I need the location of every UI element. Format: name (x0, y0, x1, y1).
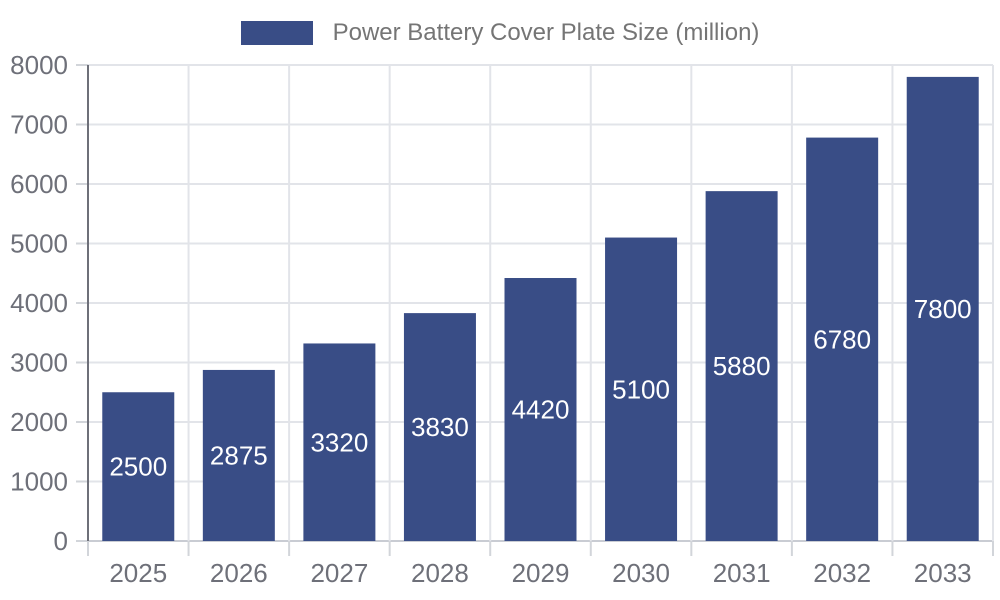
bar-value-label: 6780 (813, 324, 871, 354)
bar-value-label: 7800 (914, 294, 972, 324)
y-tick-label: 7000 (10, 110, 68, 140)
legend-label: Power Battery Cover Plate Size (million) (332, 19, 760, 46)
bar-value-label: 5880 (713, 351, 771, 381)
legend-swatch (240, 21, 313, 45)
bar-2033[interactable] (906, 76, 979, 542)
bar-value-label: 5100 (612, 374, 670, 404)
x-tick-label: 2025 (109, 558, 167, 588)
x-tick-label: 2032 (813, 558, 871, 588)
x-tick-label: 2028 (411, 558, 469, 588)
y-tick-label: 5000 (10, 229, 68, 259)
x-tick-label: 2030 (612, 558, 670, 588)
y-tick-label: 2000 (10, 407, 68, 437)
bar-value-label: 2875 (210, 441, 268, 471)
bar-2025[interactable] (102, 392, 175, 541)
y-tick-label: 3000 (10, 348, 68, 378)
y-tick-label: 4000 (10, 288, 68, 318)
x-tick-label: 2026 (210, 558, 268, 588)
x-tick-label: 2031 (713, 558, 771, 588)
bar-2031[interactable] (705, 191, 778, 541)
bar-2030[interactable] (605, 237, 678, 542)
bar-value-label: 3320 (310, 427, 368, 457)
y-tick-label: 0 (54, 526, 68, 556)
bar-2028[interactable] (403, 313, 476, 541)
bar-value-label: 4420 (512, 395, 570, 425)
bar-2026[interactable] (202, 369, 275, 541)
x-tick-label: 2033 (914, 558, 972, 588)
y-tick-label: 6000 (10, 169, 68, 199)
bar-2032[interactable] (806, 137, 879, 541)
x-tick-label: 2027 (310, 558, 368, 588)
bar-2027[interactable] (303, 343, 376, 541)
y-tick-label: 1000 (10, 467, 68, 497)
bar-value-label: 2500 (109, 452, 167, 482)
y-tick-label: 8000 (10, 50, 68, 80)
bar-2029[interactable] (504, 278, 577, 541)
bar-value-label: 3830 (411, 412, 469, 442)
x-tick-label: 2029 (512, 558, 570, 588)
legend[interactable]: Power Battery Cover Plate Size (million) (0, 19, 1000, 47)
